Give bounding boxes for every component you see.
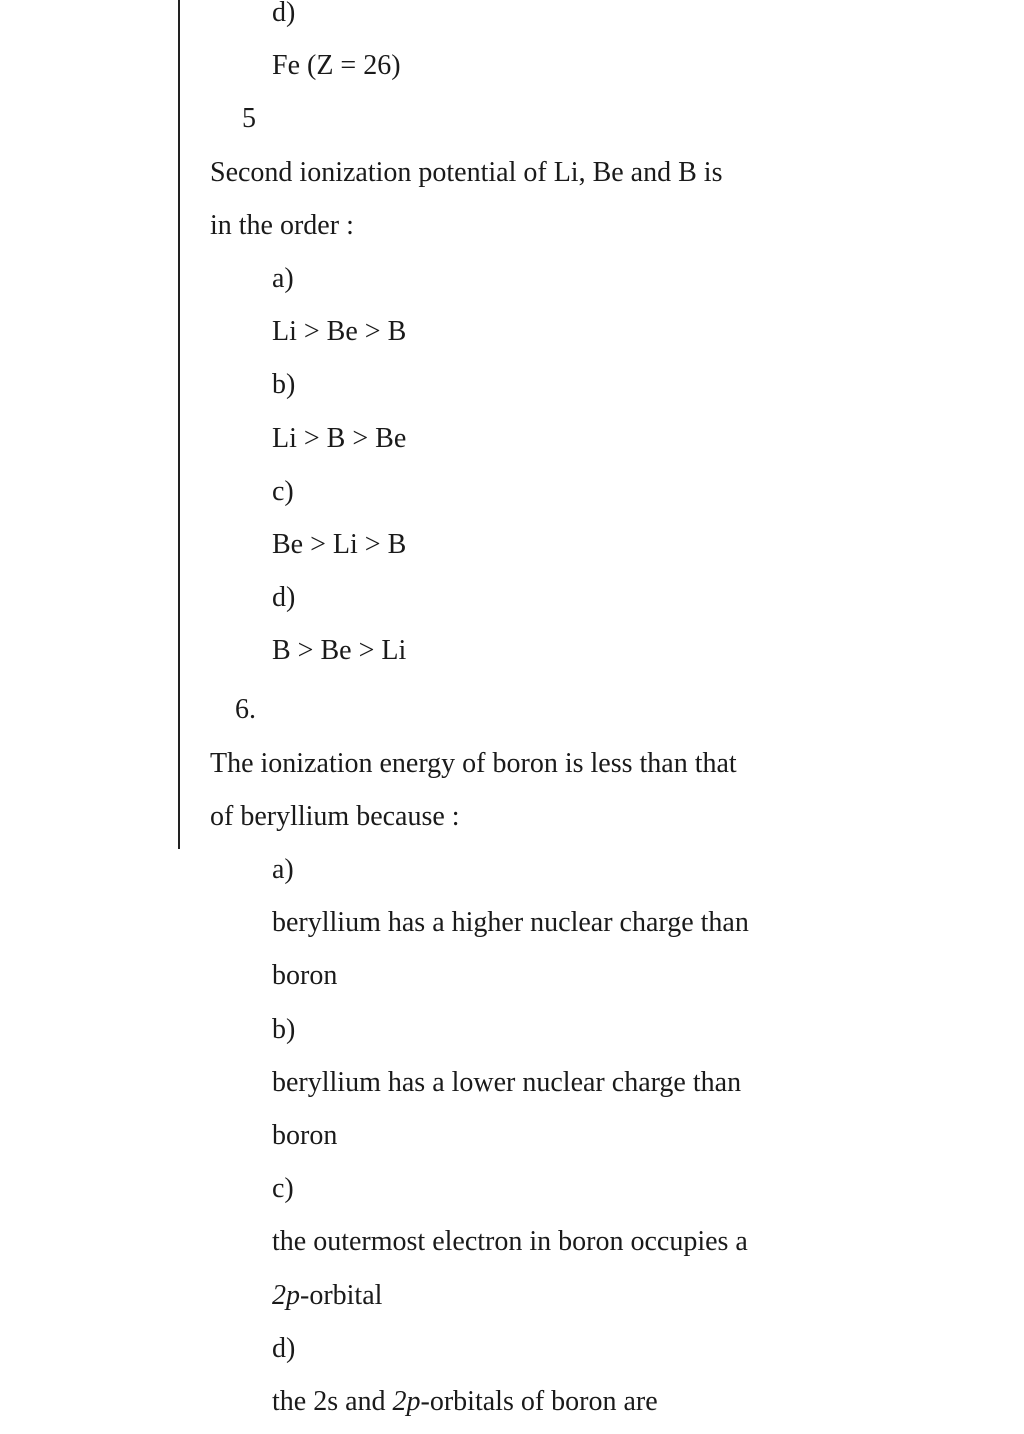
question-5: 5 Second ionization potential of Li, Be … — [210, 92, 964, 677]
option-letter: c) — [272, 465, 306, 518]
option-line: beryllium has a higher nuclear charge th… — [272, 907, 749, 938]
q4-options-partial: d) Fe (Z = 26) — [210, 0, 964, 92]
option-letter: b) — [272, 1003, 306, 1056]
option-line: -orbital — [300, 1280, 382, 1311]
option-line: the 2s and — [272, 1386, 393, 1417]
option-line: the outermost electron in boron occupies… — [272, 1226, 748, 1257]
q5-option-b: b) Li > B > Be — [272, 358, 964, 464]
left-margin-rule — [178, 0, 180, 849]
option-letter: d) — [272, 1322, 306, 1375]
option-letter: a) — [272, 252, 306, 305]
q4-option-d: d) Fe (Z = 26) — [272, 0, 964, 92]
option-text: beryllium has a higher nuclear charge th… — [272, 896, 924, 1002]
option-line: boron — [272, 1120, 337, 1151]
option-text: Li > Be > B — [272, 305, 924, 358]
option-italic: 2p — [393, 1386, 421, 1417]
q5-option-c: c) Be > Li > B — [272, 465, 964, 571]
stem-line: of beryllium because : — [210, 801, 460, 832]
q5-option-a: a) Li > Be > B — [272, 252, 964, 358]
option-line: boron — [272, 960, 337, 991]
q6-option-a: a) beryllium has a higher nuclear charge… — [272, 843, 964, 1003]
option-letter: d) — [272, 0, 306, 39]
content-column: d) Fe (Z = 26) 5 Second ionization poten… — [210, 0, 964, 1434]
question-stem: Second ionization potential of Li, Be an… — [210, 146, 900, 252]
q6-option-c: c) the outermost electron in boron occup… — [272, 1162, 964, 1322]
q5-options: a) Li > Be > B b) Li > B > Be c) Be > Li… — [210, 252, 964, 678]
option-text: Li > B > Be — [272, 412, 924, 465]
option-text: Be > Li > B — [272, 518, 924, 571]
option-letter: a) — [272, 843, 306, 896]
option-text: the outermost electron in boron occupies… — [272, 1215, 924, 1321]
q6-option-b: b) beryllium has a lower nuclear charge … — [272, 1003, 964, 1163]
stem-line: Second ionization potential of Li, Be an… — [210, 157, 722, 188]
option-text: the 2s and 2p-orbitals of boron are — [272, 1375, 924, 1428]
q6-options: a) beryllium has a higher nuclear charge… — [210, 843, 964, 1428]
q6-option-d: d) the 2s and 2p-orbitals of boron are — [272, 1322, 964, 1428]
page: d) Fe (Z = 26) 5 Second ionization poten… — [0, 0, 1024, 849]
option-italic: 2p — [272, 1280, 300, 1311]
option-letter: d) — [272, 571, 306, 624]
option-letter: c) — [272, 1162, 306, 1215]
stem-line: in the order : — [210, 210, 354, 241]
option-line: -orbitals of boron are — [421, 1386, 658, 1417]
stem-line: The ionization energy of boron is less t… — [210, 748, 737, 779]
question-6: 6. The ionization energy of boron is les… — [210, 683, 964, 1428]
question-number: 5 — [210, 92, 270, 145]
option-text: beryllium has a lower nuclear charge tha… — [272, 1056, 924, 1162]
option-text: Fe (Z = 26) — [272, 39, 924, 92]
q5-option-d: d) B > Be > Li — [272, 571, 964, 677]
question-number: 6. — [210, 683, 270, 736]
option-text: B > Be > Li — [272, 624, 924, 677]
option-line: beryllium has a lower nuclear charge tha… — [272, 1067, 741, 1098]
option-letter: b) — [272, 358, 306, 411]
question-stem: The ionization energy of boron is less t… — [210, 737, 900, 843]
